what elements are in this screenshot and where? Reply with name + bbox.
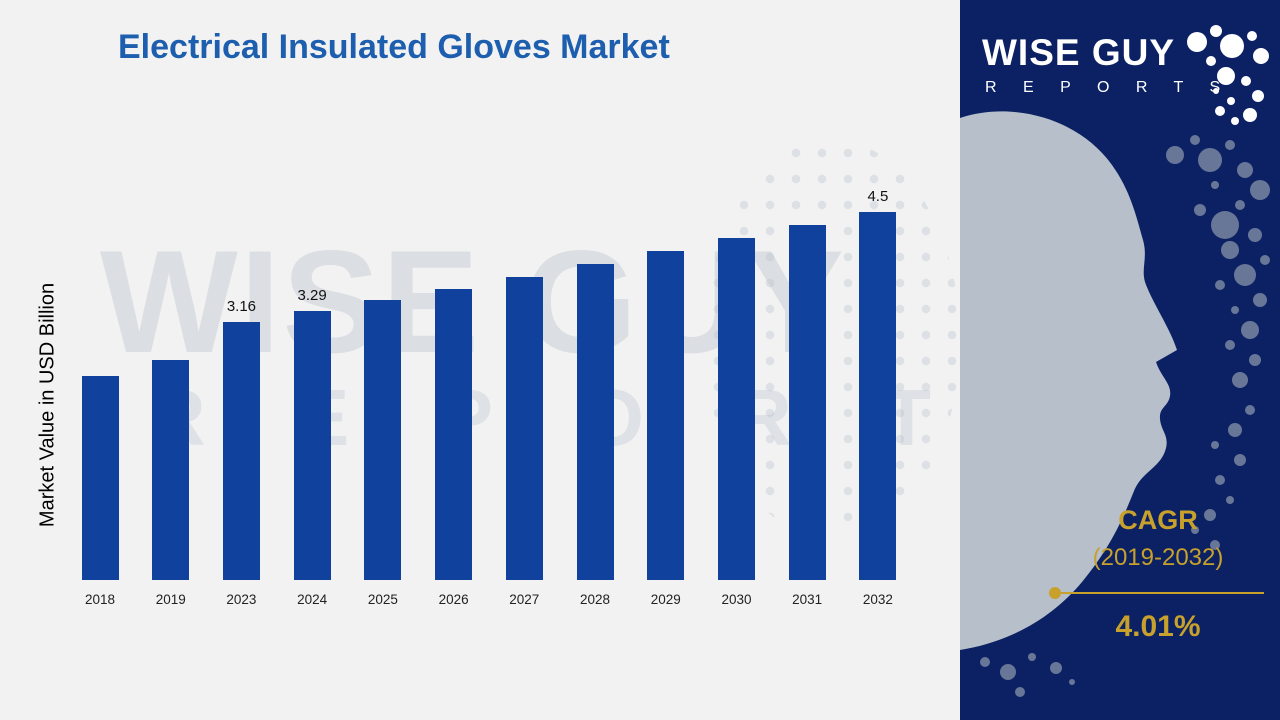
bar-2030 — [717, 238, 755, 580]
bar-group-2029: 2029 — [644, 160, 688, 607]
bar-group-2031: 2031 — [785, 160, 829, 607]
x-axis-tick-2032: 2032 — [862, 592, 893, 607]
bar-2031 — [788, 225, 826, 580]
bar-value-label-2032: 4.5 — [867, 188, 889, 205]
bar-2018 — [81, 376, 119, 580]
brand-logo-reports: R E P O R T S — [985, 79, 1232, 96]
bar-2019 — [152, 360, 190, 580]
bar-value-label-2023: 3.16 — [226, 298, 257, 315]
cagr-divider-dot — [1049, 587, 1061, 599]
x-axis-tick-2018: 2018 — [84, 592, 116, 607]
x-axis-tick-2031: 2031 — [792, 592, 823, 607]
bar-2028 — [576, 264, 614, 580]
logo-face-icon — [1187, 25, 1269, 125]
x-axis-tick-2024: 2024 — [297, 592, 328, 607]
bar-group-2024: 3.29 2024 — [290, 160, 334, 607]
bar-group-2032: 4.5 2032 — [856, 160, 900, 607]
bar-chart: 2018 2019 3.16 2023 3.29 2024 2025 2026 2027 2028… — [78, 160, 900, 607]
bar-group-2025: 2025 — [361, 160, 405, 607]
x-axis-tick-2026: 2026 — [438, 592, 469, 607]
bar-value-label-2024: 3.29 — [297, 287, 327, 304]
face-silhouette-decoration — [960, 25, 1270, 697]
cagr-block: CAGR (2019-2032) 4.01% — [1049, 505, 1264, 644]
bar-2025 — [364, 300, 402, 580]
cagr-value: 4.01% — [1115, 610, 1201, 643]
bar-group-2028: 2028 — [573, 160, 617, 607]
bar-group-2030: 2030 — [714, 160, 758, 607]
bar-group-2026: 2026 — [432, 160, 476, 607]
bar-group-2023: 3.16 2023 — [219, 160, 263, 607]
x-axis-tick-2019: 2019 — [155, 592, 186, 607]
brand-logo-wiseguy: WISE GUY — [982, 32, 1176, 73]
brand-panel: WISE GUY R E P O R T S CAGR (2019-2032) … — [960, 0, 1280, 720]
bar-2024 — [293, 311, 331, 580]
x-axis-tick-2023: 2023 — [226, 592, 257, 607]
dot-texture — [980, 135, 1270, 697]
y-axis-label: Market Value in USD Billion — [36, 282, 59, 528]
x-axis-tick-2027: 2027 — [509, 592, 540, 607]
bar-group-2019: 2019 — [149, 160, 193, 607]
bar-2023 — [222, 322, 260, 580]
bar-2026 — [435, 289, 473, 580]
bar-group-2027: 2027 — [502, 160, 546, 607]
x-axis-tick-2028: 2028 — [580, 592, 611, 607]
chart-title: Electrical Insulated Gloves Market — [118, 28, 670, 66]
bar-2027 — [505, 277, 543, 580]
bar-2029 — [647, 251, 685, 580]
x-axis-tick-2025: 2025 — [367, 592, 398, 607]
x-axis-tick-2030: 2030 — [721, 592, 752, 607]
cagr-divider-line — [1049, 587, 1264, 599]
cagr-range: (2019-2032) — [1092, 544, 1224, 571]
bar-group-2018: 2018 — [78, 160, 122, 607]
brand-logo: WISE GUY R E P O R T S — [982, 32, 1231, 97]
x-axis-tick-2029: 2029 — [650, 592, 681, 607]
cagr-label: CAGR — [1118, 505, 1198, 535]
bar-2032 — [859, 212, 897, 580]
